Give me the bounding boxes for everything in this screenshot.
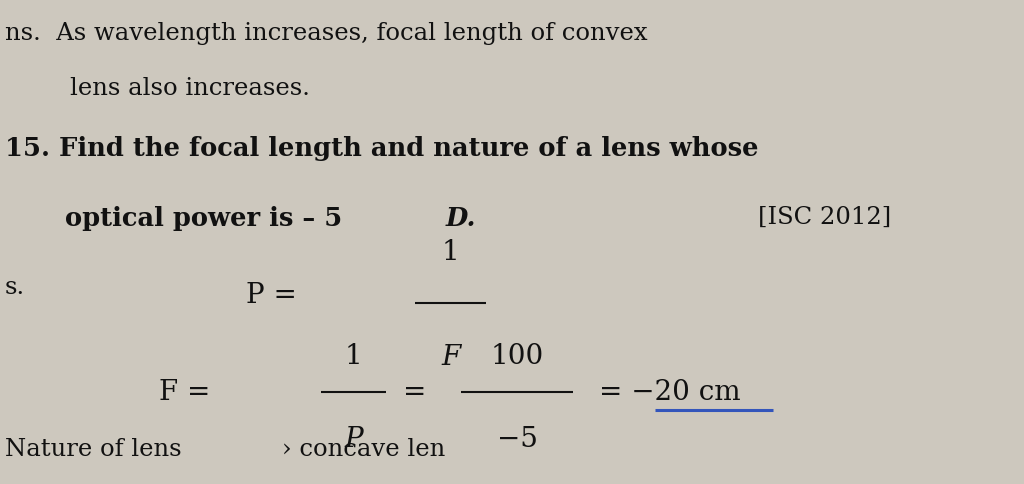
Text: ns.  As wavelength increases, focal length of convex: ns. As wavelength increases, focal lengt… xyxy=(5,22,647,45)
Text: 100: 100 xyxy=(490,343,544,370)
Text: = −20 cm: = −20 cm xyxy=(599,378,740,406)
Text: P: P xyxy=(344,426,362,453)
Text: D.: D. xyxy=(445,206,476,231)
Text: [ISC 2012]: [ISC 2012] xyxy=(758,206,891,229)
Text: s.: s. xyxy=(5,276,26,299)
Text: P =: P = xyxy=(246,282,297,309)
Text: Nature of lens: Nature of lens xyxy=(5,438,181,461)
Text: optical power is – 5: optical power is – 5 xyxy=(65,206,342,231)
Text: 1: 1 xyxy=(344,343,362,370)
Text: 15. Find the focal length and nature of a lens whose: 15. Find the focal length and nature of … xyxy=(5,136,759,161)
Text: F: F xyxy=(441,344,460,371)
Text: −5: −5 xyxy=(497,426,538,453)
Text: F =: F = xyxy=(159,378,210,406)
Text: 1: 1 xyxy=(441,239,460,266)
Text: =: = xyxy=(403,378,426,406)
Text: › concave len: › concave len xyxy=(282,438,444,461)
Text: lens also increases.: lens also increases. xyxy=(70,77,309,101)
